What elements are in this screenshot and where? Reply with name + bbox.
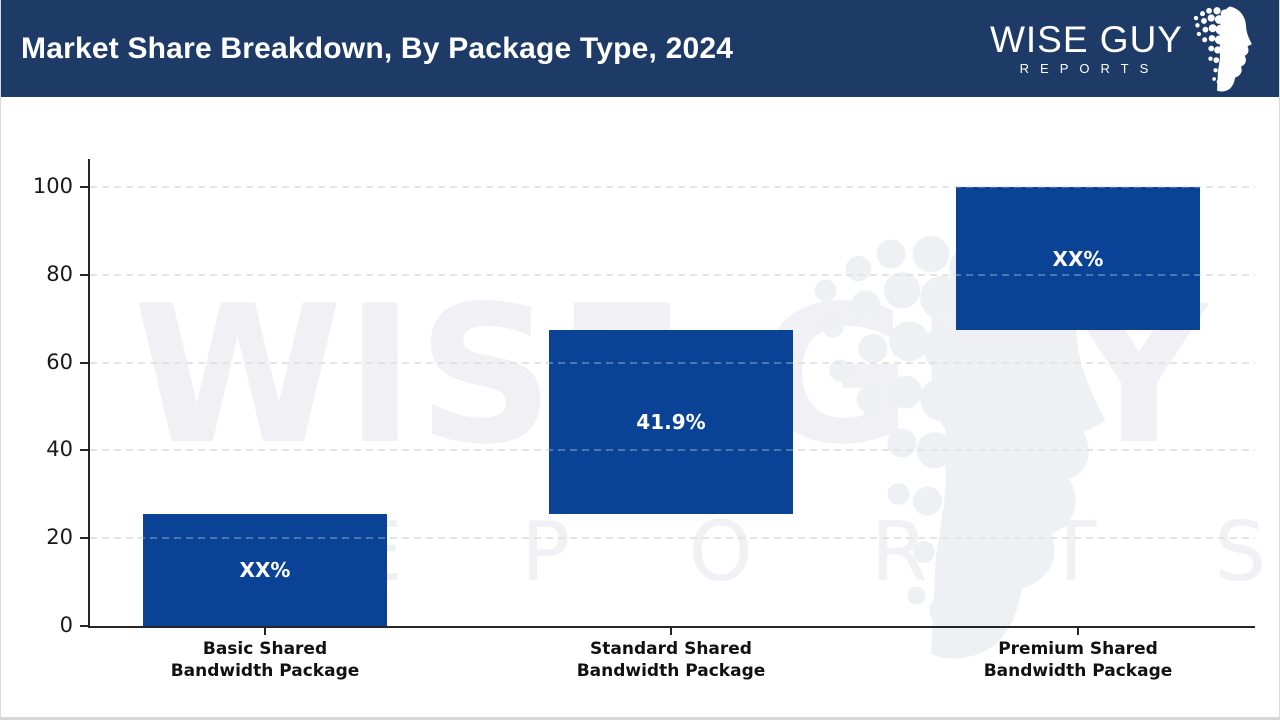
gridline-80	[90, 273, 1255, 276]
x-category-label-line: Premium Shared	[998, 639, 1158, 659]
gridline-100	[90, 186, 1255, 188]
x-category-label-line: Bandwidth Package	[170, 661, 360, 682]
bar-value-label: XX%	[239, 558, 291, 583]
logo-face-icon	[1193, 6, 1252, 92]
bar-value-label: 41.9%	[636, 410, 706, 435]
y-tick-mark-60	[80, 361, 88, 364]
bar-segment-0: XX%	[143, 514, 387, 626]
gridline-80	[90, 273, 1255, 276]
x-category-label-2: Premium Shared Bandwidth Package	[918, 638, 1238, 682]
header: Market Share Breakdown, By Package Type,…	[1, 0, 1279, 97]
brand-logo: WISE GUY REPORTS	[990, 5, 1265, 92]
logo-wordmark: WISE GUY REPORTS	[990, 21, 1183, 76]
y-tick-mark-20	[80, 537, 88, 540]
gridline-40	[90, 449, 1255, 452]
y-tick-label-40: 40	[46, 437, 73, 462]
x-tick-mark-2	[1077, 628, 1079, 635]
y-tick-mark-0	[80, 625, 88, 627]
page-title: Market Share Breakdown, By Package Type,…	[21, 31, 734, 65]
bar-segment-2: XX%	[956, 187, 1200, 331]
x-tick-mark-1	[670, 628, 672, 635]
x-category-label-0: Basic Shared Bandwidth Package	[105, 638, 425, 682]
y-tick-mark-40	[80, 449, 88, 452]
x-category-label-1: Standard Shared Bandwidth Package	[511, 638, 831, 682]
y-tick-label-0: 0	[59, 613, 73, 637]
chart-area: WISE GUY R E P O R T S XX%41.9%XX% 02040…	[1, 97, 1279, 717]
y-tick-mark-100	[80, 186, 88, 188]
y-tick-label-80: 80	[46, 261, 73, 286]
gridline-100	[90, 186, 1255, 188]
bar-value-label: XX%	[1052, 246, 1104, 271]
x-axis-line	[88, 626, 1255, 628]
gridline-20	[90, 537, 1255, 540]
y-axis-line	[88, 159, 90, 628]
bar-segment-1: 41.9%	[549, 330, 793, 515]
gridline-20	[90, 537, 1255, 540]
x-tick-mark-0	[264, 628, 266, 635]
x-category-label-line: Standard Shared	[590, 639, 752, 659]
x-category-label-line: Bandwidth Package	[983, 661, 1173, 682]
y-tick-label-20: 20	[46, 525, 73, 550]
y-tick-label-100: 100	[32, 174, 73, 198]
y-tick-mark-80	[80, 273, 88, 276]
x-category-label-line: Basic Shared	[202, 639, 328, 659]
logo-subtitle-text: REPORTS	[1019, 61, 1160, 76]
y-tick-label-60: 60	[46, 349, 73, 374]
x-category-label-line: Bandwidth Package	[576, 661, 766, 682]
logo-wordmark-text: WISE GUY	[989, 19, 1183, 60]
gridline-60	[90, 361, 1255, 364]
